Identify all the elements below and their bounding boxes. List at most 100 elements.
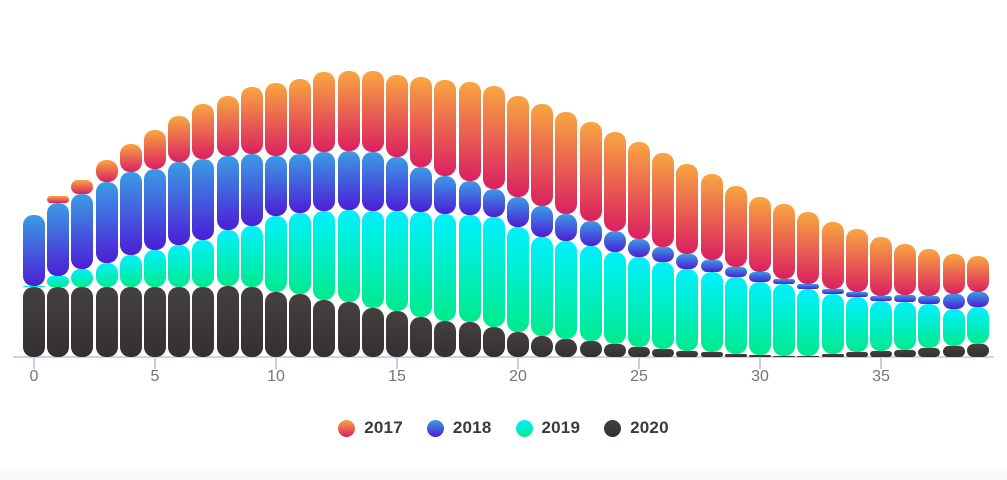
bar-segment-2019[interactable] [192, 240, 215, 287]
bar-segment-2018[interactable] [386, 157, 408, 211]
bar-segment-2019[interactable] [966, 307, 989, 344]
bar-segment-2020[interactable] [458, 322, 481, 357]
legend-item-2017[interactable]: 2017 [338, 418, 403, 438]
bar-segment-2019[interactable] [313, 211, 336, 300]
bar-segment-2018[interactable] [724, 267, 747, 277]
bar-segment-2018[interactable] [579, 221, 602, 246]
bar-segment-2020[interactable] [894, 350, 917, 357]
bar-segment-2020[interactable] [386, 311, 408, 357]
bar-segment-2020[interactable] [47, 287, 70, 357]
bar-segment-2019[interactable] [482, 217, 505, 327]
bar-segment-2020[interactable] [773, 356, 796, 357]
bar-segment-2018[interactable] [47, 203, 70, 276]
bar-segment-2019[interactable] [870, 301, 892, 351]
bar-segment-2019[interactable] [845, 297, 868, 352]
bar-segment-2018[interactable] [313, 152, 336, 211]
bar-segment-2020[interactable] [119, 287, 142, 357]
bar-segment-2018[interactable] [458, 181, 481, 215]
bar-segment-2018[interactable] [144, 169, 166, 250]
bar-segment-2017[interactable] [410, 77, 433, 167]
bar-segment-2018[interactable] [337, 151, 360, 210]
bar-segment-2020[interactable] [603, 344, 626, 357]
bar-segment-2018[interactable] [870, 296, 892, 301]
bar-segment-2018[interactable] [482, 189, 505, 217]
bar-segment-2019[interactable] [410, 212, 433, 317]
bar-segment-2019[interactable] [47, 276, 70, 287]
bar-segment-2018[interactable] [555, 214, 578, 241]
bar-segment-2017[interactable] [676, 164, 699, 254]
bar-segment-2017[interactable] [71, 180, 94, 194]
bar-segment-2020[interactable] [821, 354, 844, 357]
bar-segment-2017[interactable] [458, 82, 481, 181]
legend-item-2020[interactable]: 2020 [604, 418, 669, 438]
bar-segment-2017[interactable] [845, 229, 868, 292]
bar-segment-2018[interactable] [265, 156, 287, 216]
bar-segment-2019[interactable] [579, 246, 602, 341]
bar-segment-2017[interactable] [579, 122, 602, 221]
bar-segment-2018[interactable] [749, 272, 771, 282]
bar-segment-2018[interactable] [410, 167, 433, 212]
bar-segment-2018[interactable] [676, 254, 699, 269]
bar-segment-2018[interactable] [700, 260, 723, 272]
bar-segment-2019[interactable] [676, 269, 699, 351]
bar-segment-2019[interactable] [652, 262, 675, 349]
bar-segment-2017[interactable] [773, 204, 796, 279]
bar-segment-2017[interactable] [894, 244, 917, 295]
bar-segment-2017[interactable] [652, 153, 675, 247]
bar-segment-2020[interactable] [95, 287, 118, 357]
bar-segment-2017[interactable] [724, 186, 747, 267]
bar-segment-2019[interactable] [434, 214, 457, 321]
legend-item-2019[interactable]: 2019 [515, 418, 581, 438]
bar-segment-2018[interactable] [23, 215, 45, 286]
bar-segment-2020[interactable] [265, 292, 287, 357]
bar-segment-2019[interactable] [71, 269, 94, 287]
bar-segment-2017[interactable] [918, 249, 941, 296]
bar-segment-2019[interactable] [555, 241, 578, 339]
bar-segment-2019[interactable] [773, 284, 796, 356]
bar-segment-2017[interactable] [192, 104, 215, 159]
bar-segment-2019[interactable] [119, 255, 142, 287]
bar-segment-2018[interactable] [507, 197, 529, 227]
bar-segment-2017[interactable] [361, 71, 384, 152]
bar-segment-2018[interactable] [71, 194, 94, 269]
bar-segment-2017[interactable] [507, 96, 529, 197]
bar-segment-2019[interactable] [386, 211, 408, 311]
bar-segment-2017[interactable] [265, 83, 287, 156]
bar-segment-2018[interactable] [168, 162, 191, 245]
bar-segment-2017[interactable] [434, 80, 457, 176]
bar-segment-2018[interactable] [894, 295, 917, 302]
bar-segment-2017[interactable] [168, 116, 191, 162]
bar-segment-2020[interactable] [966, 344, 989, 357]
bar-segment-2020[interactable] [700, 352, 723, 357]
bar-segment-2020[interactable] [749, 355, 771, 357]
bar-segment-2017[interactable] [144, 130, 166, 169]
bar-segment-2019[interactable] [240, 226, 263, 287]
bar-segment-2020[interactable] [144, 287, 166, 357]
bar-segment-2019[interactable] [821, 294, 844, 354]
bar-segment-2018[interactable] [821, 289, 844, 294]
bar-segment-2019[interactable] [797, 289, 820, 356]
bar-segment-2017[interactable] [966, 256, 989, 292]
bar-segment-2020[interactable] [434, 321, 457, 357]
bar-segment-2020[interactable] [676, 351, 699, 357]
bar-segment-2017[interactable] [531, 104, 554, 206]
bar-segment-2017[interactable] [821, 222, 844, 289]
bar-segment-2019[interactable] [216, 230, 239, 286]
bar-segment-2017[interactable] [870, 237, 892, 296]
bar-segment-2020[interactable] [23, 287, 45, 357]
bar-segment-2017[interactable] [628, 142, 650, 239]
bar-segment-2018[interactable] [289, 154, 312, 213]
bar-segment-2019[interactable] [337, 210, 360, 302]
bar-segment-2018[interactable] [918, 296, 941, 304]
bar-segment-2020[interactable] [192, 287, 215, 357]
bar-segment-2017[interactable] [603, 132, 626, 231]
bar-segment-2018[interactable] [942, 294, 965, 309]
bar-segment-2020[interactable] [845, 352, 868, 357]
bar-segment-2019[interactable] [700, 272, 723, 352]
bar-segment-2018[interactable] [119, 172, 142, 255]
bar-segment-2017[interactable] [749, 197, 771, 272]
bar-segment-2020[interactable] [531, 336, 554, 357]
bar-segment-2018[interactable] [192, 159, 215, 240]
bar-segment-2019[interactable] [265, 216, 287, 292]
bar-segment-2018[interactable] [628, 239, 650, 257]
